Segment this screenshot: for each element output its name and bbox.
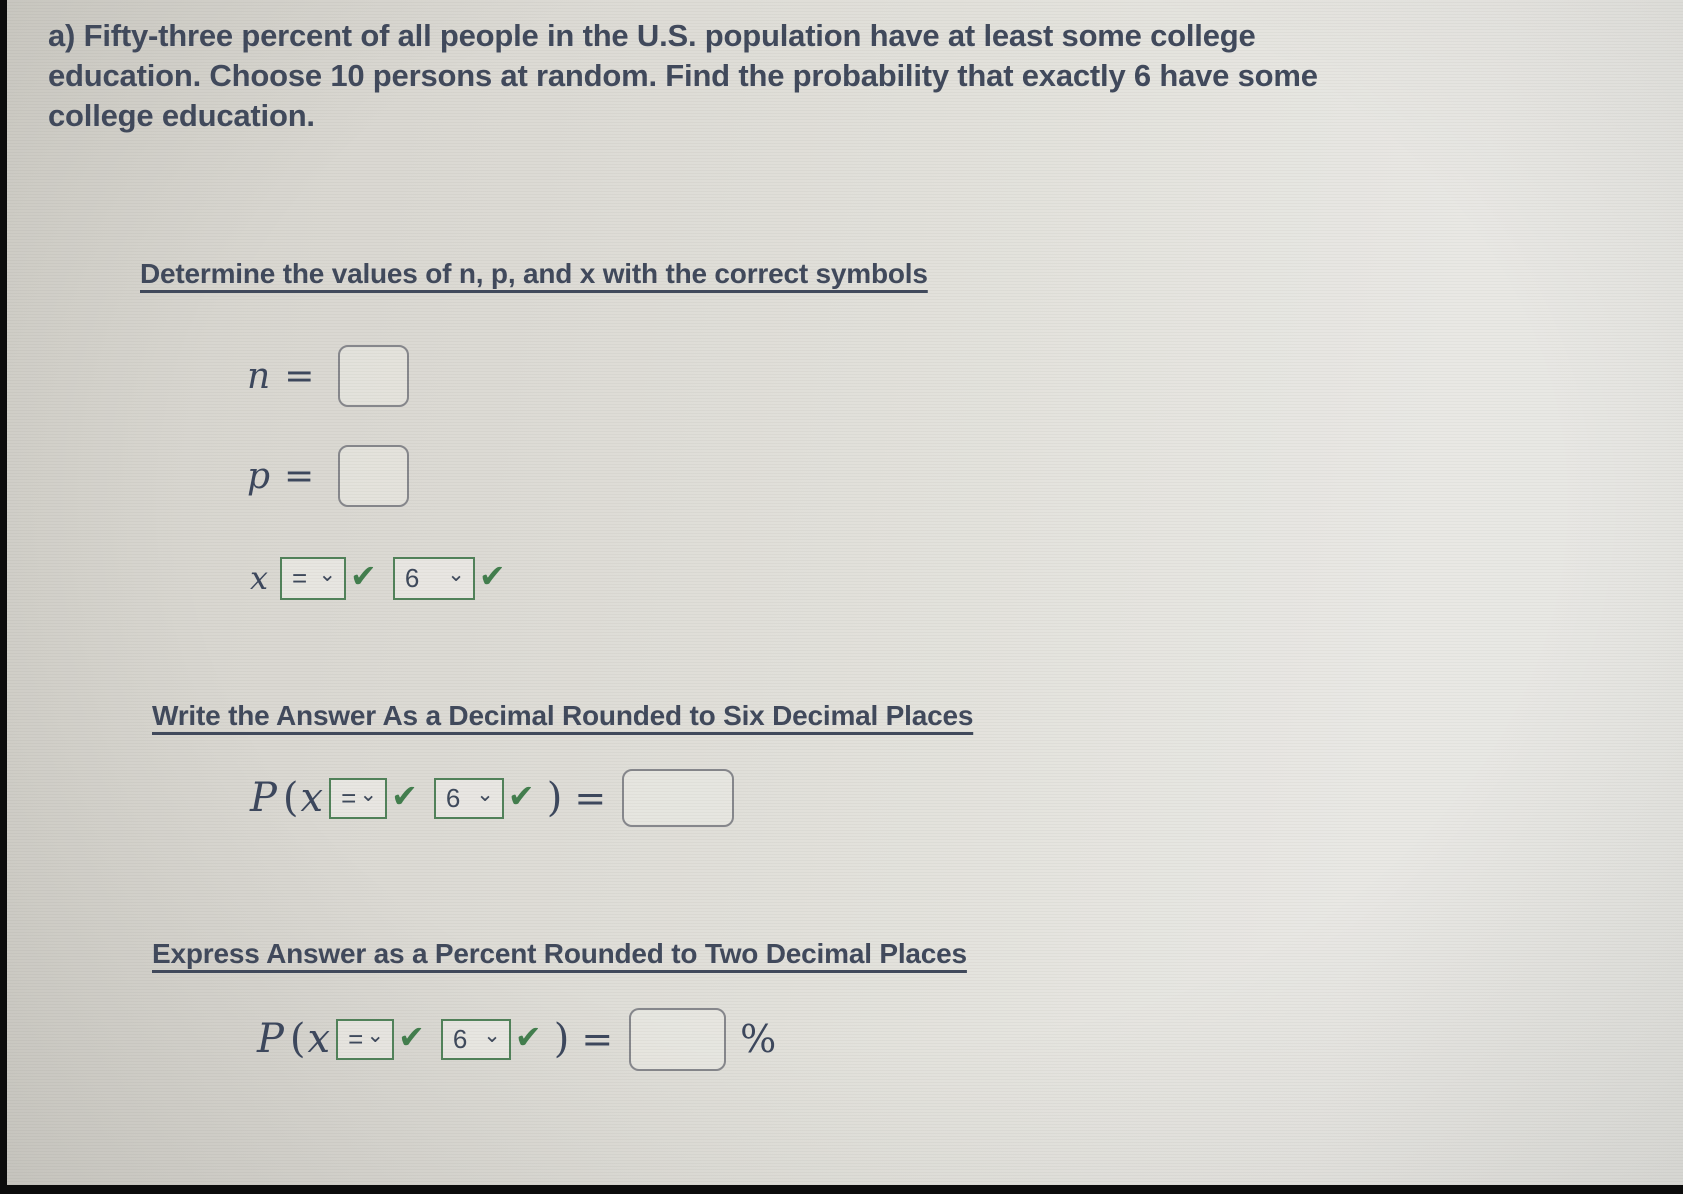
question-text: a) Fifty-three percent of all people in … — [48, 16, 1548, 136]
decimal-answer-input[interactable] — [622, 769, 735, 827]
check-icon: ✔ — [514, 1018, 542, 1056]
decimal-equals-sign: = — [574, 776, 607, 820]
question-line: a) Fifty-three percent of all people in … — [48, 18, 1256, 53]
percent-answer-row: P(x = ⌄ ✔ 6 ⌄ ✔ ) = % — [255, 1006, 776, 1072]
close-paren: ) — [553, 1016, 570, 1062]
check-icon: ✔ — [350, 557, 377, 595]
close-paren: ) — [546, 775, 563, 821]
chevron-down-icon: ⌄ — [366, 1023, 385, 1047]
x-value: 6 — [404, 562, 420, 593]
open-paren: ( — [282, 775, 299, 821]
percent-answer-input[interactable] — [629, 1007, 727, 1071]
chevron-down-icon: ⌄ — [476, 782, 494, 806]
probability-expression: P(x — [248, 775, 329, 821]
section-heading-symbols: Determine the values of n, p, and x with… — [140, 258, 928, 289]
x-row: x = ⌄ ✔ 6 ⌄ ✔ — [250, 556, 506, 600]
decimal-answer-row: P(x = ⌄ ✔ 6 ⌄ ✔ ) = — [248, 768, 735, 828]
check-icon: ✔ — [398, 1018, 425, 1056]
decimal-operator-dropdown[interactable]: = ⌄ — [329, 777, 388, 819]
percent-equals-sign: = — [581, 1017, 614, 1061]
percent-operator-value: = — [348, 1023, 364, 1054]
p-row: p = — [247, 444, 410, 508]
percent-sign: % — [740, 1017, 777, 1061]
percent-value: 6 — [452, 1023, 468, 1054]
var-x-label: x — [300, 775, 324, 821]
question-line: education. Choose 10 persons at random. … — [48, 58, 1318, 93]
var-n-label: n — [247, 355, 271, 397]
chevron-down-icon: ⌄ — [447, 562, 465, 586]
check-icon: ✔ — [507, 777, 535, 815]
percent-value-dropdown[interactable]: 6 ⌄ — [440, 1018, 511, 1060]
check-icon: ✔ — [478, 557, 506, 595]
section-heading-decimal: Write the Answer As a Decimal Rounded to… — [152, 700, 974, 731]
x-operator-dropdown[interactable]: = ⌄ — [280, 556, 347, 600]
n-equals-sign: = — [284, 355, 315, 397]
var-x-label: x — [307, 1016, 331, 1062]
var-x-label: x — [250, 559, 269, 597]
p-input[interactable] — [338, 445, 410, 507]
chevron-down-icon: ⌄ — [318, 562, 337, 586]
probability-expression: P(x — [255, 1016, 336, 1062]
percent-operator-dropdown[interactable]: = ⌄ — [336, 1018, 395, 1060]
x-value-dropdown[interactable]: 6 ⌄ — [392, 556, 475, 600]
decimal-value-dropdown[interactable]: 6 ⌄ — [433, 777, 504, 819]
chevron-down-icon: ⌄ — [483, 1023, 501, 1047]
decimal-operator-value: = — [341, 782, 357, 813]
n-row: n = — [247, 344, 410, 408]
screen-edge-bottom — [0, 1185, 1683, 1194]
question-line: college education. — [48, 98, 315, 133]
section-heading-percent: Express Answer as a Percent Rounded to T… — [152, 938, 967, 969]
chevron-down-icon: ⌄ — [359, 782, 378, 806]
n-input[interactable] — [338, 345, 410, 407]
var-p-label: p — [247, 455, 271, 497]
decimal-value: 6 — [445, 782, 461, 813]
screen-edge-left — [0, 0, 7, 1194]
x-operator-value: = — [292, 562, 308, 593]
check-icon: ✔ — [391, 777, 418, 815]
open-paren: ( — [289, 1016, 306, 1062]
func-P-label: P — [250, 775, 277, 821]
func-P-label: P — [257, 1016, 284, 1062]
p-equals-sign: = — [284, 455, 315, 497]
